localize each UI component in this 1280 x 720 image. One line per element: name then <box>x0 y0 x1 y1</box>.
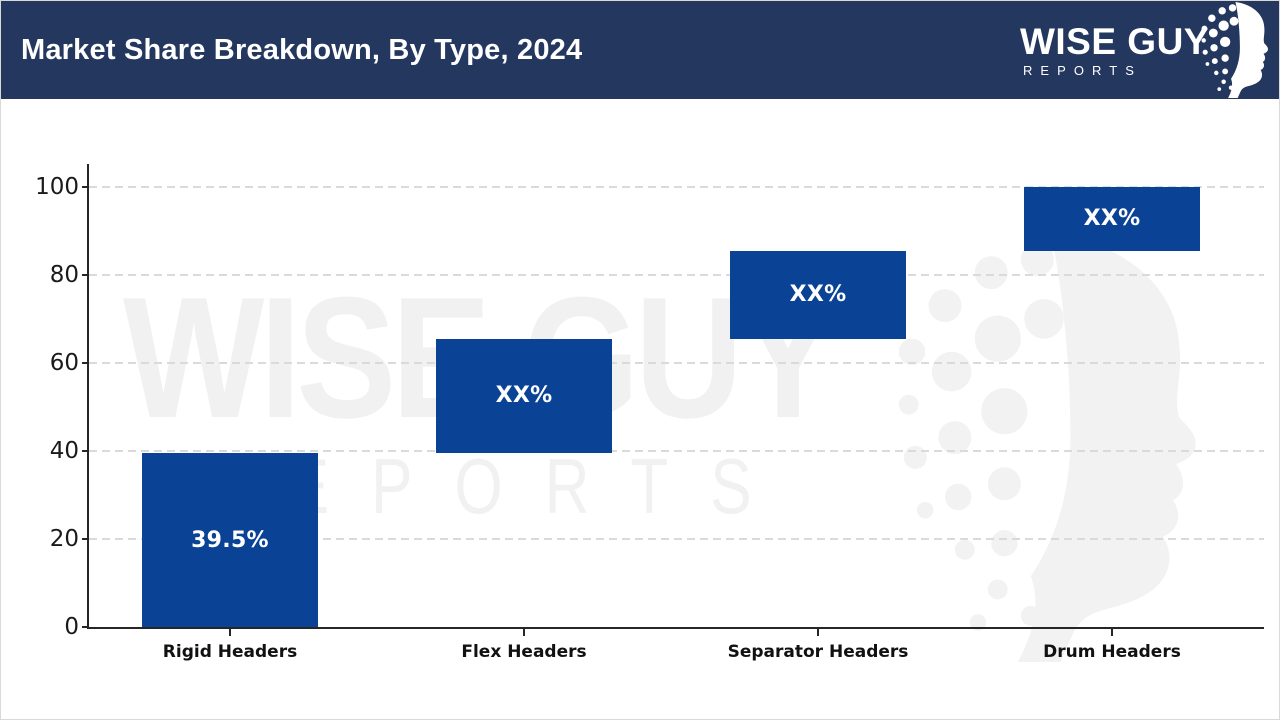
gridline-60 <box>89 362 1264 364</box>
gridline-80 <box>89 274 1264 276</box>
logo-wordmark: WISE GUY REPORTS <box>1020 23 1209 78</box>
x-tickmark-3 <box>817 629 819 636</box>
logo-name-text: WISE GUY <box>1019 20 1209 62</box>
header-bar: Market Share Breakdown, By Type, 2024 WI… <box>1 1 1279 99</box>
x-tickmark-1 <box>229 629 231 636</box>
bar-drum-headers: XX% <box>1024 187 1200 251</box>
gridline-20 <box>89 538 1264 540</box>
bar-flex-headers: XX% <box>436 338 612 454</box>
gridline-40 <box>89 450 1264 452</box>
y-axis-line <box>87 164 89 629</box>
x-tick-label-3: Separator Headers <box>727 642 909 662</box>
y-tick-label-60: 60 <box>49 350 79 376</box>
page-title: Market Share Breakdown, By Type, 2024 <box>21 33 583 66</box>
wiseguy-logo: WISE GUY REPORTS <box>1020 2 1279 98</box>
y-tickmark-80 <box>82 274 89 276</box>
y-tick-label-40: 40 <box>49 438 79 464</box>
x-tickmark-2 <box>523 629 525 636</box>
bar-value-label: XX% <box>1083 206 1141 232</box>
y-tick-label-0: 0 <box>64 614 79 640</box>
bar-value-label: XX% <box>789 282 847 308</box>
y-tickmark-100 <box>82 186 89 188</box>
y-tickmark-20 <box>82 538 89 540</box>
bar-rigid-headers: 39.5% <box>142 453 318 627</box>
y-tick-label-80: 80 <box>49 262 79 288</box>
y-tickmark-60 <box>82 362 89 364</box>
x-tick-label-2: Flex Headers <box>461 642 587 662</box>
bar-value-label: 39.5% <box>191 527 269 553</box>
y-tick-label-20: 20 <box>49 526 79 552</box>
x-tickmark-4 <box>1111 629 1113 636</box>
x-tick-label-4: Drum Headers <box>1043 642 1181 662</box>
x-tick-label-1: Rigid Headers <box>162 642 298 662</box>
gridline-100 <box>89 186 1264 188</box>
y-tickmark-40 <box>82 450 89 452</box>
x-axis-line <box>87 627 1264 629</box>
face-profile-icon <box>1201 2 1268 98</box>
logo-sub-text: REPORTS <box>1022 62 1142 78</box>
bar-separator-headers: XX% <box>730 250 906 339</box>
bar-value-label: XX% <box>495 383 553 409</box>
y-tick-label-100: 100 <box>35 174 79 200</box>
y-tickmark-0 <box>82 626 89 628</box>
